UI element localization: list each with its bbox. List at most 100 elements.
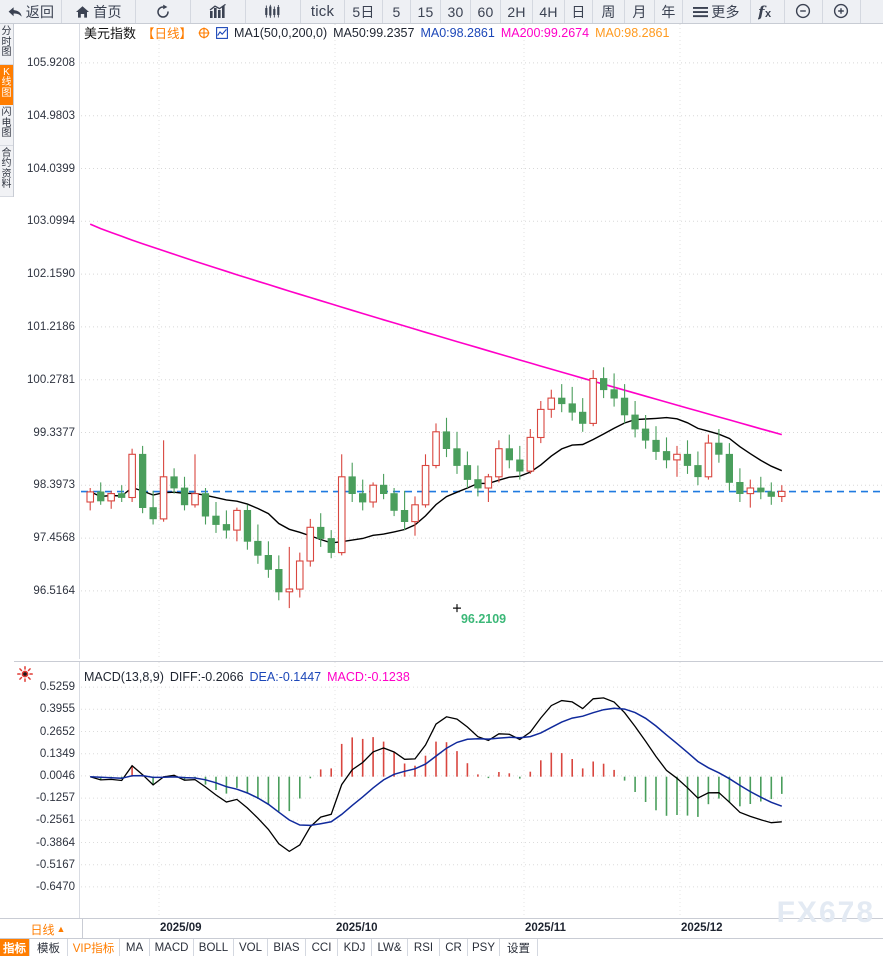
ma200-value: MA200:99.2674 xyxy=(500,25,590,40)
tab-rsi[interactable]: RSI xyxy=(408,939,440,956)
period-30-button[interactable]: 30 xyxy=(441,0,471,23)
price-axis-tick: 97.4568 xyxy=(33,532,75,545)
indicator-icon[interactable] xyxy=(216,26,228,39)
macd-svg[interactable] xyxy=(81,662,883,919)
macd-plot[interactable] xyxy=(81,662,883,919)
zoom-in-button[interactable] xyxy=(823,0,861,23)
macd-axis-tick: 0.1349 xyxy=(39,747,75,760)
price-axis-tick: 104.0399 xyxy=(27,162,75,175)
period-day-button[interactable]: 日 xyxy=(565,0,593,23)
macd-diff-value: DIFF:-0.2066 xyxy=(169,669,244,684)
macd-axis-tick: 0.0046 xyxy=(39,769,75,782)
tab-cr[interactable]: CR xyxy=(440,939,468,956)
tab-moban[interactable]: 模板 xyxy=(30,939,68,956)
back-button[interactable]: 返回 xyxy=(0,0,62,23)
macd-macd-value: MACD:-0.1238 xyxy=(327,669,410,684)
candles-button[interactable] xyxy=(246,0,301,23)
period-year-button[interactable]: 年 xyxy=(655,0,683,23)
bar-chart-icon xyxy=(209,4,227,19)
tick-button[interactable]: tick xyxy=(301,0,345,23)
period-day-button-label: 日 xyxy=(571,3,586,20)
more-button[interactable]: 更多 xyxy=(683,0,751,23)
tab-cci-label: CCI xyxy=(311,941,332,954)
tab-ma[interactable]: MA xyxy=(120,939,150,956)
tab-lwr[interactable]: LW& xyxy=(372,939,408,956)
tab-shezhi[interactable]: 设置 xyxy=(500,939,538,956)
chart-button[interactable] xyxy=(191,0,246,23)
tab-vol-label: VOL xyxy=(239,941,263,954)
candles-icon xyxy=(264,4,282,19)
sidebar-item-lightning[interactable]: 闪电图 xyxy=(0,105,13,146)
period-week-button[interactable]: 周 xyxy=(593,0,625,23)
tick-button-label: tick xyxy=(310,3,335,20)
macd-y-axis: 0.5259 0.3955 0.2652 0.1349 0.0046 -0.1257 -0.… xyxy=(14,662,80,919)
price-legend: 美元指数 【日线】 MA1(50,0,200,0) MA50:99.2357 M… xyxy=(84,24,670,42)
period-2h-button[interactable]: 2H xyxy=(501,0,533,23)
tab-vol[interactable]: VOL xyxy=(234,939,268,956)
macd-params-label: MACD(13,8,9) xyxy=(84,669,164,684)
date-tick-label: 2025/10 xyxy=(336,922,378,934)
sidebar-item-contract[interactable]: 合约资料 xyxy=(0,146,13,197)
tab-bias[interactable]: BIAS xyxy=(268,939,306,956)
tab-macd[interactable]: MACD xyxy=(150,939,194,956)
tab-zhibiao-label: 指标 xyxy=(3,942,26,955)
tab-cci[interactable]: CCI xyxy=(306,939,338,956)
price-axis-tick: 103.0994 xyxy=(27,215,75,228)
zoom-out-icon xyxy=(795,3,812,20)
hamburger-icon xyxy=(693,6,709,18)
period-15-button[interactable]: 15 xyxy=(411,0,441,23)
sidebar-item-char: 约 xyxy=(1,158,12,169)
period-5-button[interactable]: 5 xyxy=(383,0,411,23)
svg-text:x: x xyxy=(765,8,772,20)
ma0b-value: MA0:98.2861 xyxy=(595,25,670,40)
sidebar-item-char: 分 xyxy=(1,26,12,37)
sidebar-item-char: 闪 xyxy=(1,107,12,118)
sidebar-item-char: 料 xyxy=(1,179,12,190)
crosshair-icon[interactable] xyxy=(198,27,210,39)
macd-axis-tick: -0.5167 xyxy=(35,858,75,871)
date-axis-strip: 日线 ▲ 2025/09 2025/10 2025/11 2025/12 xyxy=(0,918,883,939)
date-tick-label: 2025/12 xyxy=(681,922,723,934)
home-button[interactable]: 首页 xyxy=(62,0,136,23)
indicator-tabbar: 指标 模板 VIP指标 MA MACD BOLL VOL BIAS CCI KDJ LW& RSI CR… xyxy=(0,939,883,956)
refresh-button[interactable] xyxy=(136,0,191,23)
price-chart-pane[interactable]: 105.9208 104.9803 104.0399 103.0994 102.1590… xyxy=(14,24,883,659)
macd-axis-tick: -0.1257 xyxy=(35,792,75,805)
sidebar-item-timeshare[interactable]: 分时图 xyxy=(0,24,13,65)
zoom-out-button[interactable] xyxy=(785,0,823,23)
period-60-button[interactable]: 60 xyxy=(471,0,501,23)
ma0-value: MA0:98.2861 xyxy=(420,25,495,40)
period-5d-button-label: 5日 xyxy=(352,3,375,20)
tab-psy[interactable]: PSY xyxy=(468,939,500,956)
period-week-button-label: 周 xyxy=(601,3,616,20)
settings-sun-icon[interactable] xyxy=(17,666,33,682)
tab-kdj[interactable]: KDJ xyxy=(338,939,372,956)
period-indicator[interactable]: 日线 ▲ xyxy=(14,919,83,939)
tab-zhibiao[interactable]: 指标 xyxy=(0,939,30,956)
period-month-button[interactable]: 月 xyxy=(625,0,655,23)
tab-bias-label: BIAS xyxy=(273,941,300,954)
tab-psy-label: PSY xyxy=(472,941,496,954)
period-5d-button[interactable]: 5日 xyxy=(345,0,383,23)
macd-pane[interactable]: 0.5259 0.3955 0.2652 0.1349 0.0046 -0.1257 -0.… xyxy=(14,661,883,919)
tab-vip[interactable]: VIP指标 xyxy=(68,939,120,956)
tab-kdj-label: KDJ xyxy=(343,941,366,954)
price-axis-tick: 102.1590 xyxy=(27,268,75,281)
price-candlestick-svg[interactable] xyxy=(81,24,883,659)
period-indicator-label: 日线 xyxy=(30,922,55,937)
watermark: FX678 xyxy=(776,896,875,929)
period-4h-button[interactable]: 4H xyxy=(533,0,565,23)
tab-boll[interactable]: BOLL xyxy=(194,939,234,956)
sidebar-item-char: 合 xyxy=(1,147,12,159)
period-5-button-label: 5 xyxy=(392,3,401,20)
macd-axis-tick: -0.2561 xyxy=(35,814,75,827)
price-axis-tick: 100.2781 xyxy=(27,373,75,386)
price-axis-tick: 105.9208 xyxy=(27,56,75,69)
price-axis-tick: 99.3377 xyxy=(33,426,75,439)
price-plot[interactable] xyxy=(81,24,883,659)
sidebar-item-char: 资 xyxy=(1,168,12,180)
svg-text:f: f xyxy=(758,4,767,20)
